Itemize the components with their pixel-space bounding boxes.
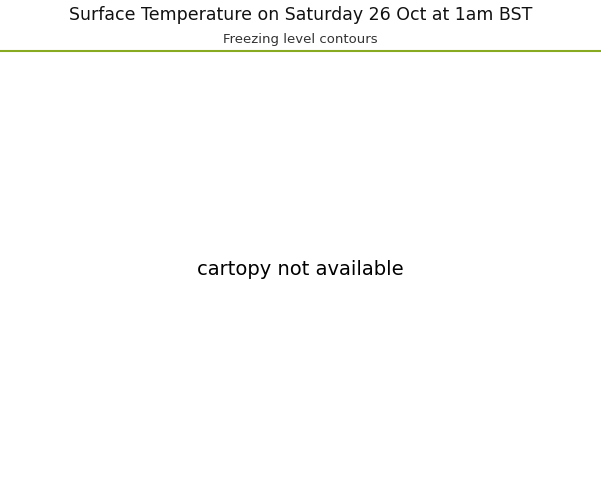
Text: Freezing level contours: Freezing level contours (223, 34, 378, 46)
Text: cartopy not available: cartopy not available (197, 260, 404, 279)
Text: Surface Temperature on Saturday 26 Oct at 1am BST: Surface Temperature on Saturday 26 Oct a… (69, 6, 532, 24)
